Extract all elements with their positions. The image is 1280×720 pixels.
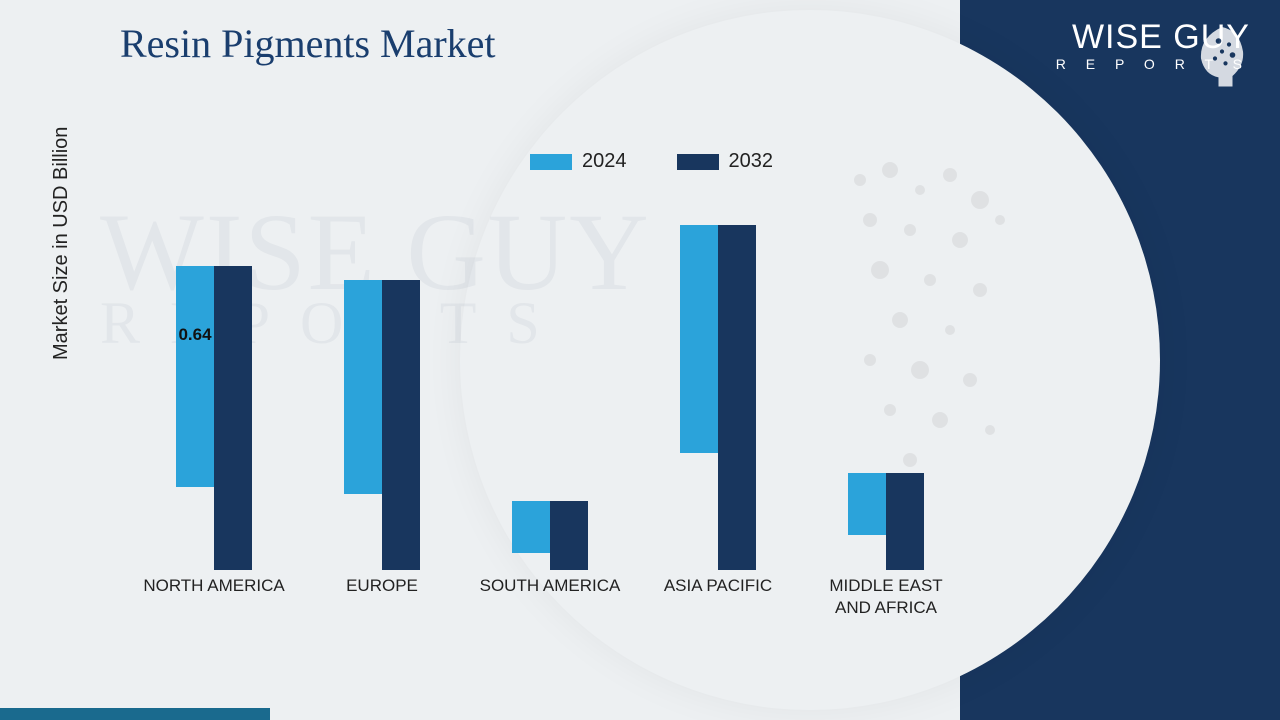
brand-logo: WISE GUY R E P O R T S xyxy=(1056,20,1250,72)
x-axis-label: SOUTH AMERICA xyxy=(466,575,634,619)
region-group xyxy=(634,225,802,570)
bar-2032 xyxy=(550,501,588,570)
bar-2024 xyxy=(848,473,886,535)
infographic-container: WISE GUY R E P O R T S Resin Pigments Ma… xyxy=(0,0,1280,720)
region-group xyxy=(130,266,298,570)
legend-swatch-2032 xyxy=(677,154,719,170)
bar-2024 xyxy=(680,225,718,453)
bar-2024 xyxy=(176,266,214,487)
legend: 2024 2032 xyxy=(530,150,773,173)
region-group xyxy=(466,501,634,570)
region-group xyxy=(298,280,466,570)
bar-2032 xyxy=(382,280,420,570)
legend-label-2032: 2032 xyxy=(729,150,774,173)
legend-item-2024: 2024 xyxy=(530,150,627,173)
legend-item-2032: 2032 xyxy=(677,150,774,173)
y-axis-label: Market Size in USD Billion xyxy=(50,127,73,360)
bar-2032 xyxy=(718,225,756,570)
x-axis-label: ASIA PACIFIC xyxy=(634,575,802,619)
x-axis-label: NORTH AMERICA xyxy=(130,575,298,619)
legend-swatch-2024 xyxy=(530,154,572,170)
bar-2024 xyxy=(512,501,550,553)
value-label: 0.64 xyxy=(178,325,211,345)
x-axis-labels: NORTH AMERICAEUROPESOUTH AMERICAASIA PAC… xyxy=(130,575,970,619)
x-axis-label: EUROPE xyxy=(298,575,466,619)
legend-label-2024: 2024 xyxy=(582,150,627,173)
bar-2032 xyxy=(214,266,252,570)
plot-area: 0.64 xyxy=(130,190,970,570)
x-axis-label: MIDDLE EAST AND AFRICA xyxy=(802,575,970,619)
logo-head-icon xyxy=(1180,20,1250,90)
bar-2024 xyxy=(344,280,382,494)
chart-title: Resin Pigments Market xyxy=(120,20,496,67)
region-group xyxy=(802,473,970,570)
bar-2032 xyxy=(886,473,924,570)
bottom-accent-bar xyxy=(0,708,270,720)
chart-area: Market Size in USD Billion 2024 2032 0.6… xyxy=(60,160,980,680)
